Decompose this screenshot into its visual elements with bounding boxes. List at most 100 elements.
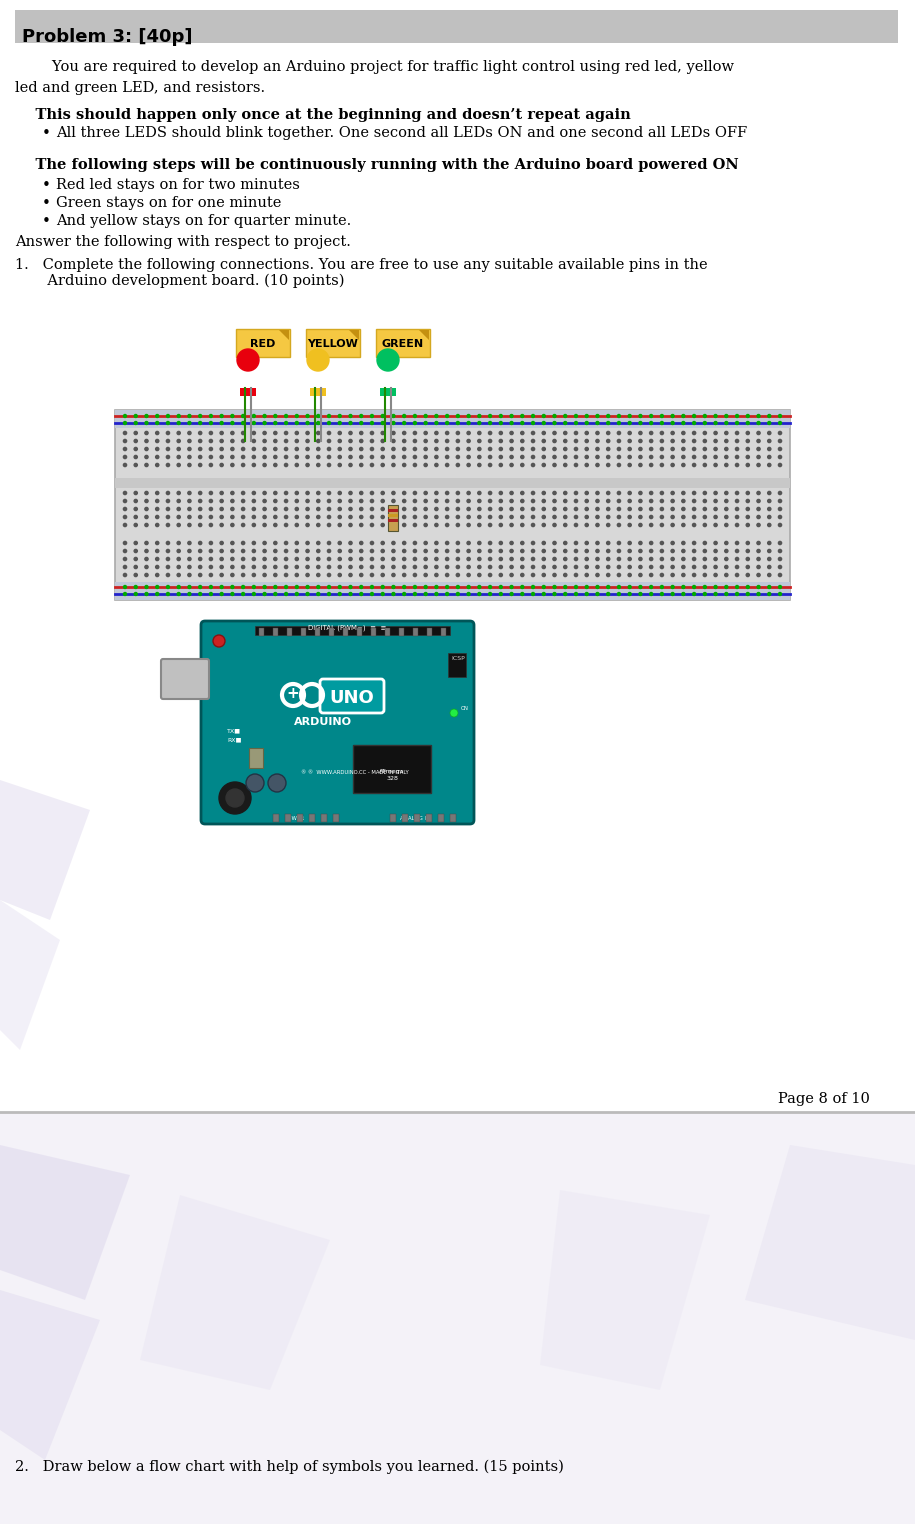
Circle shape (779, 585, 781, 588)
Circle shape (210, 431, 212, 434)
Circle shape (543, 593, 545, 596)
Circle shape (553, 463, 556, 466)
Circle shape (317, 565, 320, 568)
Circle shape (435, 415, 438, 418)
Circle shape (285, 500, 287, 503)
Circle shape (264, 422, 266, 425)
Circle shape (725, 585, 727, 588)
Circle shape (510, 593, 513, 596)
Circle shape (779, 593, 781, 596)
Circle shape (768, 463, 770, 466)
Circle shape (210, 491, 212, 495)
Circle shape (124, 463, 126, 466)
Circle shape (306, 565, 309, 568)
Circle shape (285, 422, 287, 425)
Circle shape (424, 549, 427, 553)
Circle shape (145, 515, 148, 518)
Circle shape (747, 593, 749, 596)
Circle shape (457, 422, 459, 425)
Circle shape (307, 349, 329, 370)
Circle shape (596, 456, 599, 459)
Circle shape (639, 431, 642, 434)
Polygon shape (349, 331, 359, 340)
Text: DIGITAL (PWM~)  ≡  ≡: DIGITAL (PWM~) ≡ ≡ (308, 625, 387, 631)
Circle shape (446, 448, 448, 451)
Circle shape (714, 507, 717, 511)
Circle shape (736, 500, 738, 503)
Circle shape (532, 448, 534, 451)
Circle shape (360, 585, 362, 588)
Circle shape (639, 573, 642, 576)
Circle shape (178, 507, 180, 511)
Circle shape (510, 463, 513, 466)
Circle shape (747, 565, 749, 568)
Circle shape (145, 558, 148, 561)
Circle shape (543, 523, 545, 527)
Circle shape (296, 491, 298, 495)
Circle shape (199, 515, 202, 518)
Circle shape (682, 565, 685, 568)
Circle shape (306, 463, 309, 466)
Circle shape (360, 515, 363, 518)
Text: RX■: RX■ (227, 738, 242, 742)
Circle shape (371, 565, 373, 568)
Circle shape (210, 593, 212, 596)
Circle shape (135, 573, 137, 576)
Circle shape (210, 463, 212, 466)
Circle shape (178, 558, 180, 561)
Text: Page 8 of 10: Page 8 of 10 (778, 1093, 870, 1106)
Circle shape (178, 415, 180, 418)
Circle shape (457, 463, 459, 466)
Circle shape (124, 549, 126, 553)
Circle shape (489, 507, 491, 511)
Circle shape (543, 463, 545, 466)
Circle shape (682, 549, 685, 553)
Circle shape (779, 549, 781, 553)
Circle shape (500, 549, 502, 553)
Circle shape (478, 573, 481, 576)
Circle shape (725, 439, 728, 442)
Circle shape (306, 431, 309, 434)
Circle shape (521, 585, 523, 588)
Bar (309, 814, 315, 821)
Circle shape (779, 558, 781, 561)
Circle shape (704, 549, 706, 553)
Bar (301, 628, 306, 636)
Circle shape (219, 782, 251, 814)
Circle shape (188, 523, 191, 527)
Circle shape (199, 541, 202, 544)
Circle shape (564, 585, 566, 588)
Circle shape (661, 558, 663, 561)
Circle shape (167, 491, 169, 495)
Circle shape (682, 507, 685, 511)
Bar (273, 628, 278, 636)
Circle shape (618, 573, 620, 576)
Circle shape (424, 523, 427, 527)
Circle shape (253, 549, 255, 553)
Circle shape (467, 422, 470, 425)
Circle shape (242, 507, 244, 511)
Circle shape (424, 448, 427, 451)
Circle shape (199, 507, 202, 511)
Circle shape (156, 573, 159, 576)
Circle shape (575, 500, 577, 503)
Circle shape (231, 422, 234, 425)
Circle shape (382, 431, 384, 434)
Circle shape (199, 422, 201, 425)
Circle shape (628, 565, 631, 568)
Circle shape (500, 523, 502, 527)
Circle shape (414, 415, 416, 418)
Circle shape (296, 523, 298, 527)
Circle shape (607, 558, 609, 561)
Circle shape (446, 565, 448, 568)
Circle shape (500, 565, 502, 568)
Circle shape (392, 549, 395, 553)
Circle shape (231, 558, 234, 561)
Bar (450, 814, 456, 821)
Circle shape (618, 523, 620, 527)
Circle shape (263, 558, 266, 561)
Circle shape (682, 456, 685, 459)
Circle shape (532, 491, 534, 495)
Circle shape (607, 565, 609, 568)
Circle shape (596, 415, 599, 418)
